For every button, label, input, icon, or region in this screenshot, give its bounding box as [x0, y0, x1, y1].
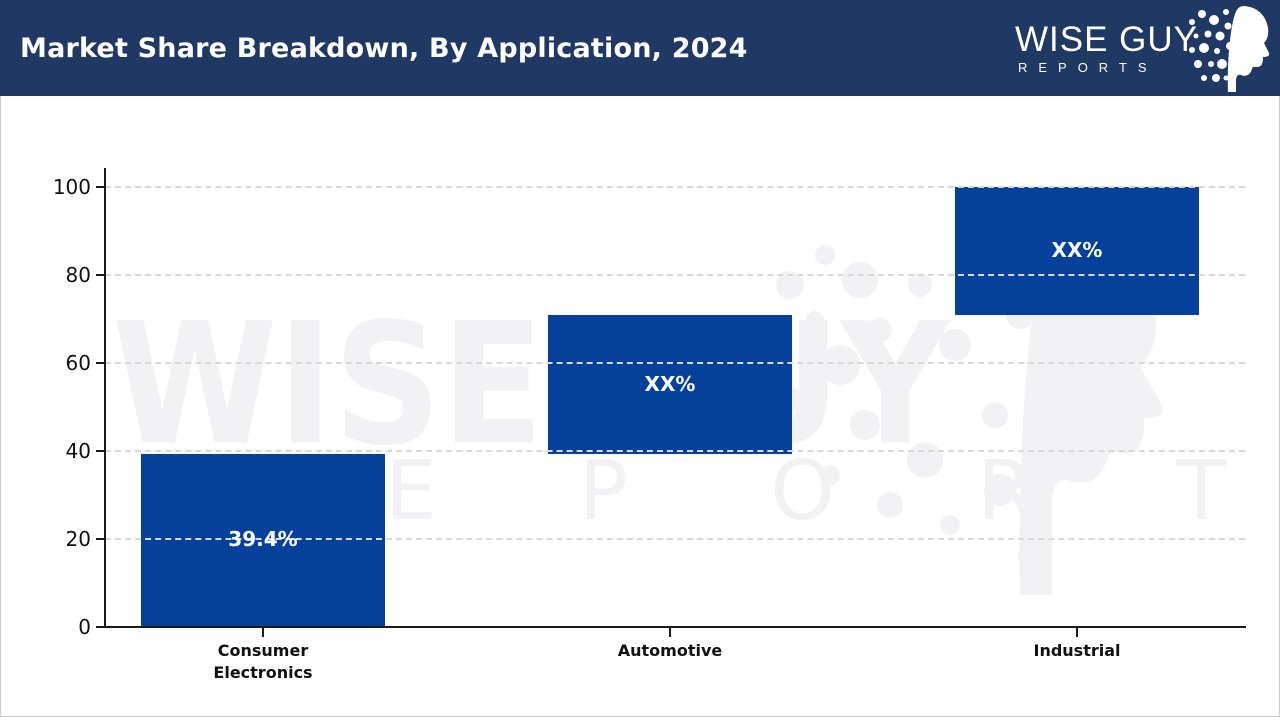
x-tick-mark	[669, 628, 671, 637]
header-bar: Market Share Breakdown, By Application, …	[0, 0, 1280, 96]
gridline	[105, 538, 1245, 540]
bar-value-label: 39.4%	[228, 527, 298, 552]
y-tick-mark	[96, 626, 105, 628]
y-axis-spine	[104, 168, 106, 628]
bar-automotive	[548, 315, 792, 454]
gridline	[105, 450, 1245, 452]
x-axis-spine	[104, 626, 1246, 628]
watermark-dot-face	[776, 229, 1163, 595]
bar-industrial	[955, 187, 1199, 316]
brand-logo: WISE GUY REPORTS	[1015, 0, 1270, 96]
page-title: Market Share Breakdown, By Application, …	[20, 32, 748, 64]
y-tick-label: 40	[65, 439, 91, 463]
gridline	[105, 186, 1245, 188]
x-axis-category-label: Consumer Electronics	[213, 641, 313, 682]
brand-dot-face-icon	[1189, 6, 1270, 92]
y-tick-label: 0	[78, 615, 91, 639]
y-tick-mark	[96, 538, 105, 540]
x-axis-category-label: Automotive	[617, 641, 723, 660]
x-axis-category-label: Industrial	[1033, 641, 1121, 660]
bar-value-label: XX%	[644, 371, 696, 396]
brand-wordmark: WISE GUY REPORTS	[1014, 19, 1198, 75]
x-tick-mark	[1076, 628, 1078, 637]
bar-value-label: XX%	[1051, 238, 1103, 263]
y-tick-label: 60	[65, 351, 91, 375]
y-tick-label: 100	[52, 175, 91, 199]
y-tick-mark	[96, 274, 105, 276]
gridline	[105, 362, 1245, 364]
y-tick-label: 20	[65, 527, 91, 551]
gridline	[105, 274, 1245, 276]
y-tick-mark	[96, 186, 105, 188]
bar-consumer-electronics	[141, 453, 385, 627]
x-tick-mark	[262, 628, 264, 637]
y-tick-mark	[96, 450, 105, 452]
y-tick-label: 80	[65, 263, 91, 287]
y-tick-mark	[96, 362, 105, 364]
